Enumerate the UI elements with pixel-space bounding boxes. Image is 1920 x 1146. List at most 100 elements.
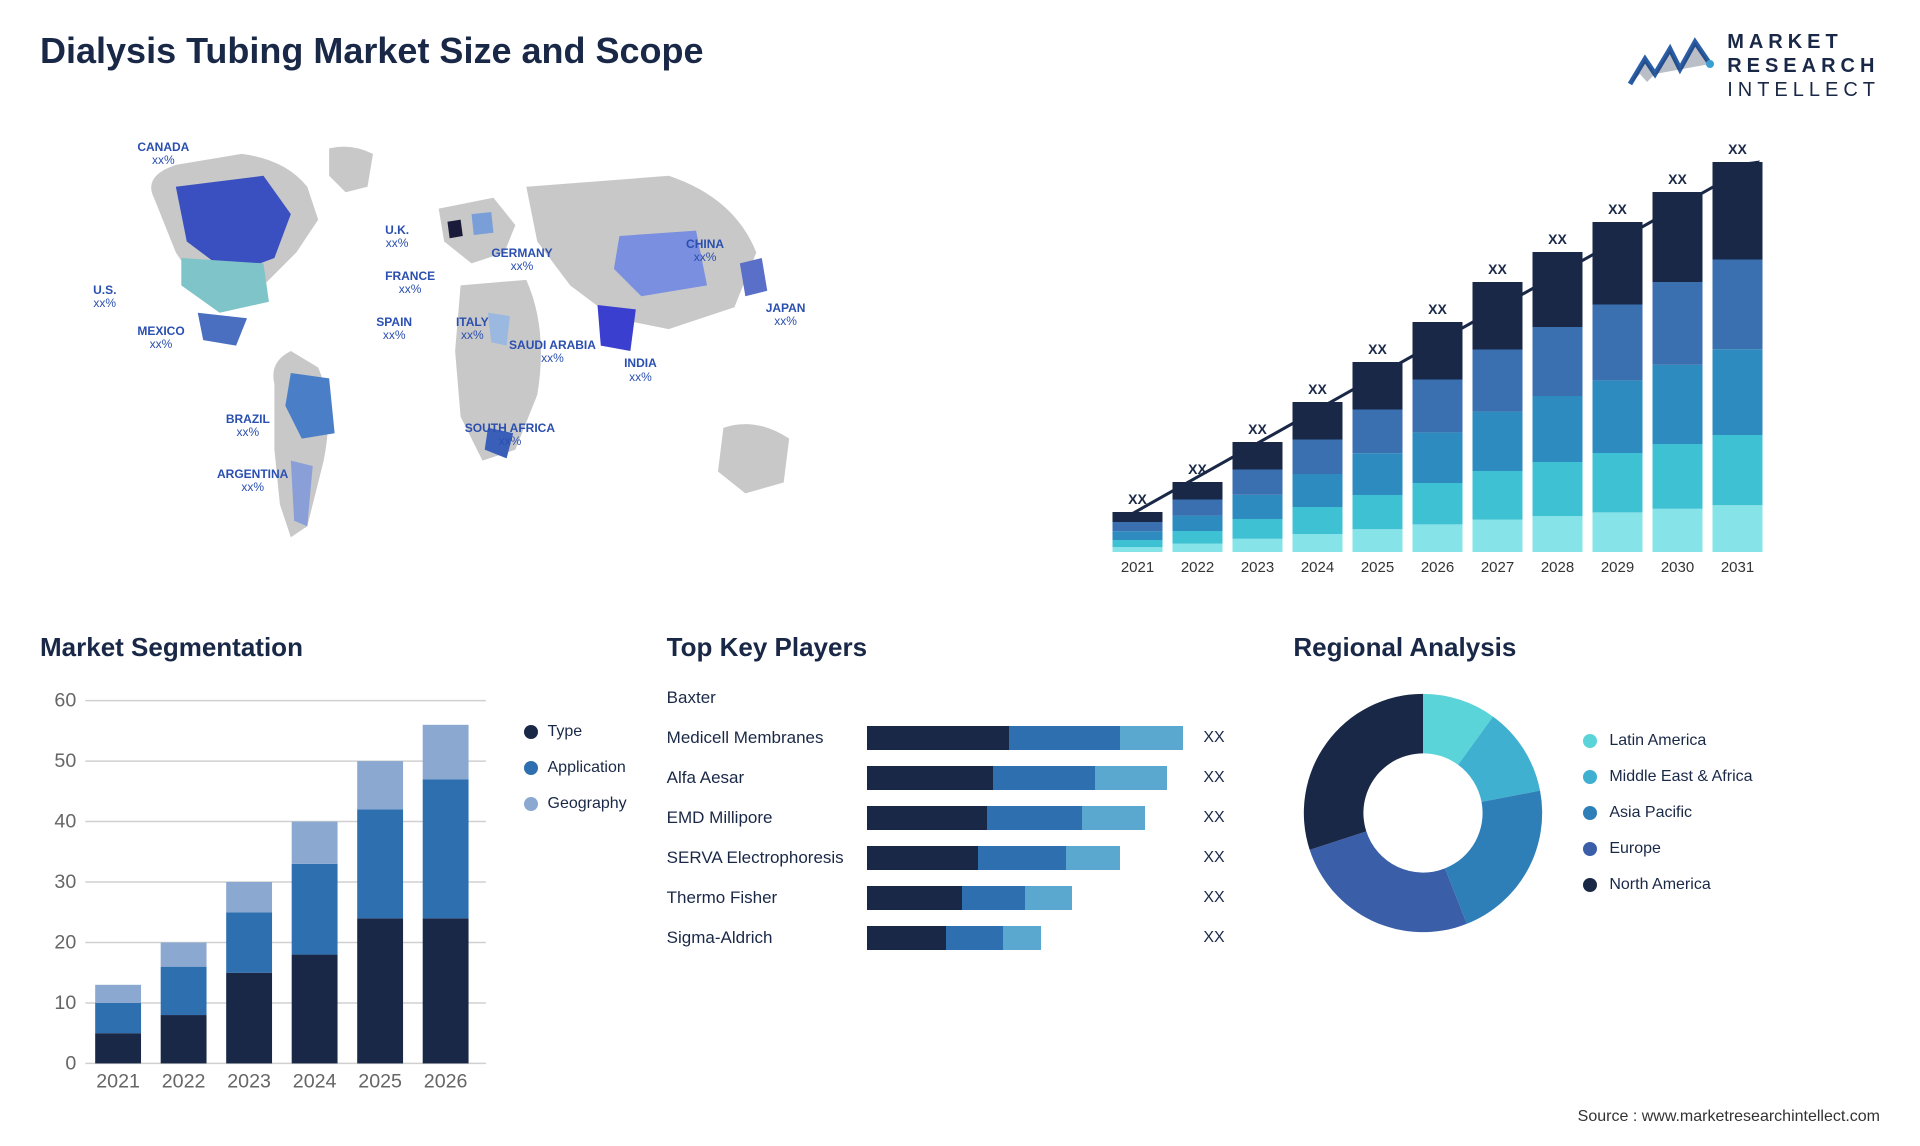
map-label: BRAZILxx%: [226, 413, 270, 439]
seg-bar-seg: [95, 985, 141, 1003]
donut-slice: [1304, 694, 1423, 850]
growth-bar-seg: [1533, 396, 1583, 462]
player-row: Alfa AesarXX: [667, 763, 1234, 793]
seg-bar-seg: [292, 955, 338, 1064]
growth-bar-seg: [1473, 520, 1523, 552]
map-region-saudi: [488, 313, 510, 346]
player-row: Medicell MembranesXX: [667, 723, 1234, 753]
growth-bar-label: XX: [1548, 231, 1567, 247]
world-map-svg: [40, 132, 925, 592]
map-region-mexico: [198, 313, 247, 346]
player-bar-seg: [1095, 766, 1168, 790]
map-label: SAUDI ARABIAxx%: [509, 339, 596, 365]
player-bar-track: [867, 726, 1184, 750]
growth-bar-seg: [1353, 453, 1403, 495]
seg-bar-seg: [161, 942, 207, 966]
growth-bar-seg: [1293, 507, 1343, 534]
map-label: SPAINxx%: [376, 316, 412, 342]
growth-bar-seg: [1653, 282, 1703, 365]
legend-label: North America: [1609, 876, 1710, 894]
seg-bar-seg: [357, 918, 403, 1063]
legend-dot: [524, 797, 538, 811]
segmentation-title: Market Segmentation: [40, 632, 627, 663]
growth-year-label: 2022: [1181, 559, 1214, 576]
growth-bar-seg: [1173, 500, 1223, 516]
growth-chart-panel: XX2021XX2022XX2023XX2024XX2025XX2026XX20…: [965, 132, 1880, 592]
legend-label: Latin America: [1609, 732, 1706, 750]
growth-bar-label: XX: [1128, 491, 1147, 507]
regional-donut-chart: [1293, 683, 1553, 943]
growth-bar-seg: [1713, 162, 1763, 260]
region-legend-item: North America: [1583, 876, 1752, 894]
player-bar-seg: [1120, 726, 1183, 750]
growth-bar-seg: [1473, 282, 1523, 350]
key-players-chart: BaxterMedicell MembranesXXAlfa AesarXXEM…: [667, 683, 1254, 953]
player-bar-seg: [993, 766, 1094, 790]
seg-bar-seg: [226, 973, 272, 1064]
seg-legend-item: Geography: [524, 795, 627, 813]
growth-bar-label: XX: [1368, 341, 1387, 357]
legend-label: Europe: [1609, 840, 1661, 858]
growth-bar-seg: [1413, 524, 1463, 552]
player-bar-seg: [1082, 806, 1145, 830]
growth-bar-label: XX: [1188, 461, 1207, 477]
seg-ytick: 20: [54, 932, 76, 954]
growth-bar-seg: [1293, 474, 1343, 507]
map-region-germany: [472, 212, 494, 235]
growth-bar-seg: [1113, 547, 1163, 552]
growth-bar-label: XX: [1668, 171, 1687, 187]
seg-year-label: 2023: [227, 1071, 271, 1093]
growth-bar-seg: [1473, 350, 1523, 412]
player-row: Sigma-AldrichXX: [667, 923, 1234, 953]
seg-bar-seg: [95, 1003, 141, 1033]
seg-bar-seg: [423, 779, 469, 918]
player-value: XX: [1203, 809, 1233, 827]
player-value: XX: [1203, 729, 1233, 747]
legend-label: Application: [548, 759, 626, 777]
seg-legend-item: Application: [524, 759, 627, 777]
player-name: Alfa Aesar: [667, 768, 857, 788]
seg-ytick: 30: [54, 871, 76, 893]
legend-label: Middle East & Africa: [1609, 768, 1752, 786]
map-label: CHINAxx%: [686, 238, 724, 264]
player-name: SERVA Electrophoresis: [667, 848, 857, 868]
growth-bar-seg: [1533, 516, 1583, 552]
player-row: EMD Millipore XX: [667, 803, 1234, 833]
player-bar-seg: [1066, 846, 1120, 870]
legend-label: Type: [548, 723, 583, 741]
growth-bar-seg: [1293, 440, 1343, 475]
seg-ytick: 10: [54, 992, 76, 1014]
world-map-panel: CANADAxx%U.S.xx%MEXICOxx%BRAZILxx%ARGENT…: [40, 132, 925, 592]
growth-bar-seg: [1473, 471, 1523, 520]
player-bar-seg: [1003, 926, 1041, 950]
segmentation-legend: Type Application Geography: [524, 683, 627, 1111]
player-bar-seg: [962, 886, 1025, 910]
player-name: EMD Millipore: [667, 808, 857, 828]
player-bar-track: [867, 926, 1184, 950]
legend-label: Geography: [548, 795, 627, 813]
growth-bar-seg: [1533, 327, 1583, 396]
growth-bar-seg: [1473, 412, 1523, 471]
growth-bar-seg: [1713, 435, 1763, 505]
region-legend-item: Asia Pacific: [1583, 804, 1752, 822]
legend-dot: [1583, 842, 1597, 856]
growth-bar-seg: [1653, 365, 1703, 444]
player-bar-seg: [1009, 726, 1120, 750]
segmentation-bar-chart: 0102030405060202120222023202420252026: [40, 683, 494, 1111]
seg-year-label: 2021: [96, 1071, 140, 1093]
growth-bar-label: XX: [1488, 261, 1507, 277]
growth-bar-seg: [1113, 531, 1163, 540]
key-players-panel: Top Key Players BaxterMedicell Membranes…: [667, 632, 1254, 1012]
growth-bar-seg: [1113, 512, 1163, 522]
seg-year-label: 2022: [162, 1071, 206, 1093]
logo-mark: [1625, 34, 1715, 99]
growth-year-label: 2028: [1541, 559, 1574, 576]
seg-bar-seg: [357, 761, 403, 809]
seg-ytick: 40: [54, 811, 76, 833]
map-label: ITALYxx%: [456, 316, 489, 342]
growth-bar-seg: [1353, 495, 1403, 529]
growth-bar-seg: [1593, 453, 1643, 512]
growth-bar-seg: [1413, 432, 1463, 483]
regional-legend: Latin America Middle East & Africa Asia Pa…: [1583, 732, 1752, 894]
growth-bar-seg: [1593, 512, 1643, 552]
